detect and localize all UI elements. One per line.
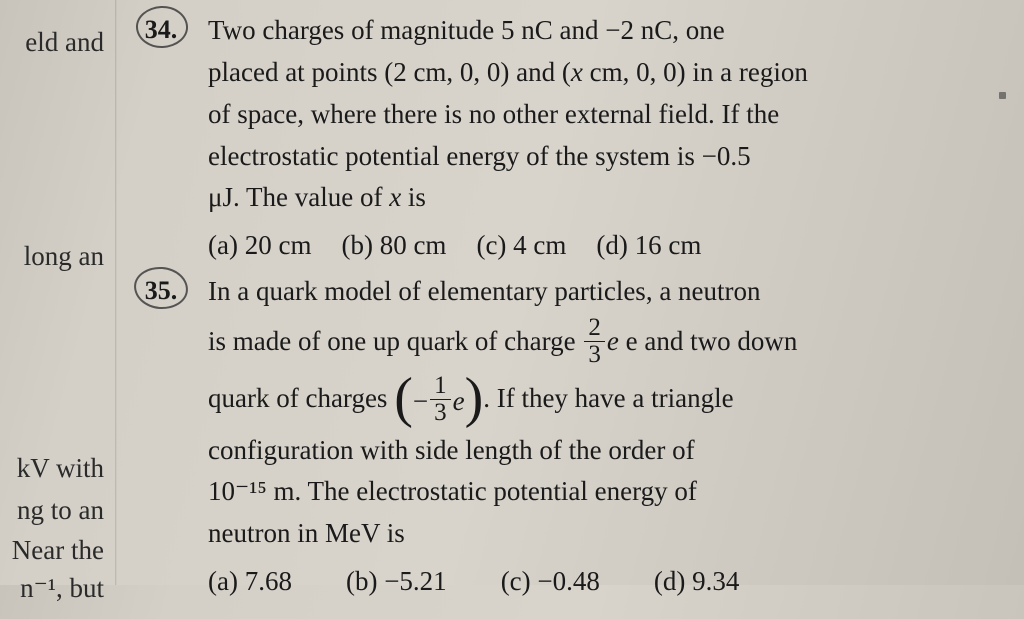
body-line: neutron in MeV is (208, 513, 1010, 555)
body-line: is made of one up quark of charge 23e e … (208, 313, 1010, 371)
body-line: In a quark model of elementary particles… (208, 271, 1010, 313)
hand-circle-icon (135, 5, 189, 50)
body-line: μJ. The value of x is (208, 177, 1010, 219)
body-line: 10⁻¹⁵ m. The electrostatic potential ene… (208, 471, 1010, 513)
question-34-body: Two charges of magnitude 5 nC and −2 nC,… (208, 10, 1010, 219)
body-line: Two charges of magnitude 5 nC and −2 nC,… (208, 10, 1010, 52)
option-d: (d) 16 cm (596, 225, 701, 267)
option-d: (d) 9.34 (654, 561, 739, 603)
body-line: quark of charges (−13e). If they have a … (208, 370, 1010, 429)
option-b: (b) 80 cm (341, 225, 446, 267)
fraction-2-3: 23 (584, 315, 605, 369)
option-a: (a) 7.68 (208, 561, 292, 603)
hand-circle-icon (133, 265, 190, 311)
option-b: (b) −5.21 (346, 561, 447, 603)
question-35: 35. In a quark model of elementary parti… (130, 271, 1010, 555)
page-fold-shadow (115, 0, 117, 585)
body-line: of space, where there is no other extern… (208, 94, 1010, 136)
question-number-34: 34. (130, 10, 192, 50)
neg-fraction-1-3: (−13e) (394, 373, 483, 430)
question-35-options: (a) 7.68 (b) −5.21 (c) −0.48 (d) 9.34 (130, 561, 1010, 603)
fragment-text: eld and (25, 12, 104, 73)
fragment-text: long an (24, 226, 104, 287)
option-a: (a) 20 cm (208, 225, 311, 267)
main-column: 34. Two charges of magnitude 5 nC and −2… (130, 10, 1010, 603)
option-c: (c) 4 cm (476, 225, 566, 267)
fragment-text: n⁻¹, but (20, 558, 104, 619)
body-line: electrostatic potential energy of the sy… (208, 136, 1010, 178)
body-line: placed at points (2 cm, 0, 0) and (x cm,… (208, 52, 1010, 94)
question-35-body: In a quark model of elementary particles… (208, 271, 1010, 555)
body-line: configuration with side length of the or… (208, 430, 1010, 472)
question-number-35: 35. (130, 271, 192, 311)
question-34: 34. Two charges of magnitude 5 nC and −2… (130, 10, 1010, 219)
option-c: (c) −0.48 (501, 561, 600, 603)
question-34-options: (a) 20 cm (b) 80 cm (c) 4 cm (d) 16 cm (130, 225, 1010, 267)
